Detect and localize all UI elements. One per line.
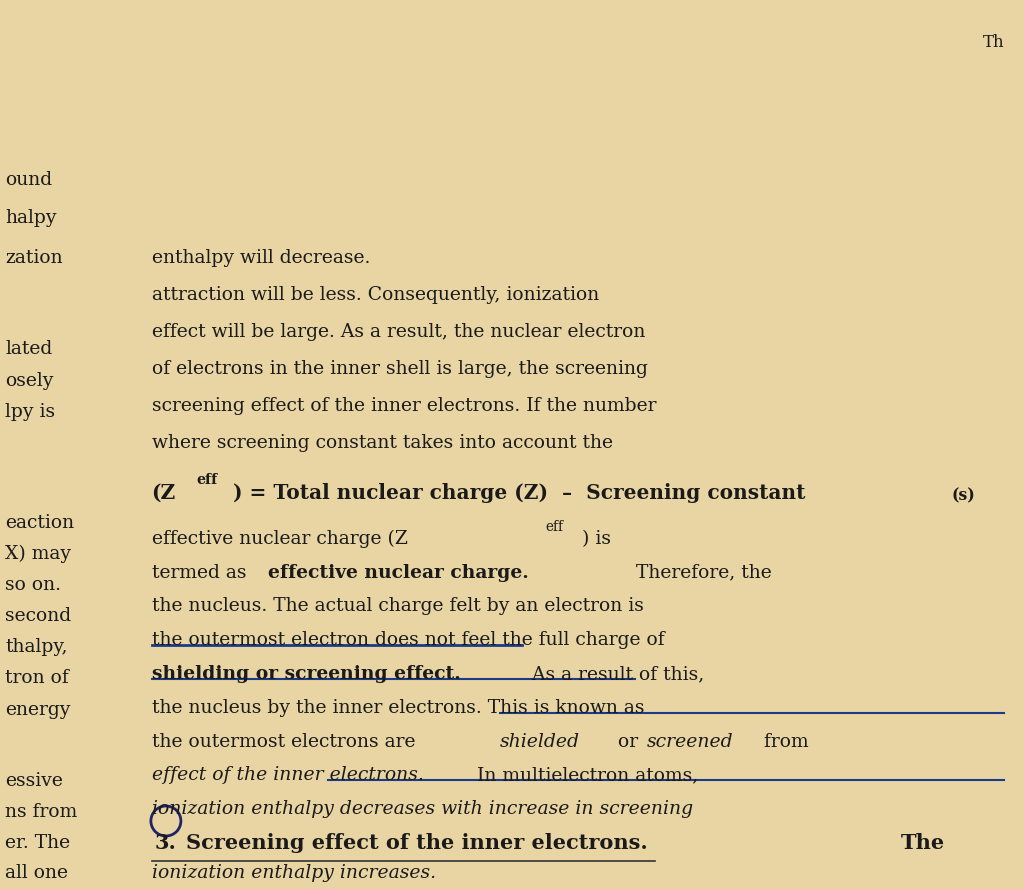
Text: so on.: so on. <box>5 576 61 594</box>
Text: the nucleus by the inner electrons. This is known as: the nucleus by the inner electrons. This… <box>152 699 644 717</box>
Text: termed as: termed as <box>152 564 252 581</box>
Text: Screening effect of the inner electrons.: Screening effect of the inner electrons. <box>186 833 648 853</box>
Text: As a result of this,: As a result of this, <box>526 665 705 683</box>
Text: or: or <box>612 733 644 750</box>
Text: 3.: 3. <box>155 833 176 853</box>
Text: second: second <box>5 607 72 625</box>
Text: (s): (s) <box>951 488 975 505</box>
Text: where screening constant takes into account the: where screening constant takes into acco… <box>152 434 612 452</box>
Text: thalpy,: thalpy, <box>5 638 68 656</box>
Text: tron of: tron of <box>5 669 69 687</box>
Text: zation: zation <box>5 249 62 267</box>
Text: ound: ound <box>5 171 52 188</box>
Text: Therefore, the: Therefore, the <box>630 564 771 581</box>
Text: eff: eff <box>546 520 564 533</box>
Text: X) may: X) may <box>5 545 71 564</box>
Text: The: The <box>901 833 945 853</box>
Text: screened: screened <box>647 733 734 750</box>
Text: ) = Total nuclear charge (Z)  –  Screening constant: ) = Total nuclear charge (Z) – Screening… <box>233 483 806 502</box>
Text: halpy: halpy <box>5 209 56 227</box>
Text: shielded: shielded <box>500 733 580 750</box>
Text: effective nuclear charge.: effective nuclear charge. <box>268 564 529 581</box>
Text: the outermost electron does not feel the full charge of: the outermost electron does not feel the… <box>152 631 665 649</box>
Text: (Z: (Z <box>152 483 176 502</box>
Text: ) is: ) is <box>582 530 610 548</box>
Text: screening effect of the inner electrons. If the number: screening effect of the inner electrons.… <box>152 396 656 415</box>
Text: ionization enthalpy increases.: ionization enthalpy increases. <box>152 864 435 882</box>
Text: ns from: ns from <box>5 803 78 821</box>
Text: lpy is: lpy is <box>5 403 55 420</box>
Text: energy: energy <box>5 701 71 718</box>
Text: essive: essive <box>5 772 63 789</box>
Text: all one: all one <box>5 864 69 882</box>
Text: lated: lated <box>5 340 52 358</box>
Text: attraction will be less. Consequently, ionization: attraction will be less. Consequently, i… <box>152 286 599 304</box>
Text: shielding or screening effect.: shielding or screening effect. <box>152 665 461 683</box>
Text: of electrons in the inner shell is large, the screening: of electrons in the inner shell is large… <box>152 360 647 378</box>
Text: eaction: eaction <box>5 514 75 532</box>
Text: effect will be large. As a result, the nuclear electron: effect will be large. As a result, the n… <box>152 323 645 340</box>
Text: In multielectron atoms,: In multielectron atoms, <box>471 766 698 784</box>
Text: ionization enthalpy decreases with increase in screening: ionization enthalpy decreases with incre… <box>152 800 692 818</box>
Text: effect of the inner electrons.: effect of the inner electrons. <box>152 766 424 784</box>
Text: effective nuclear charge (Z: effective nuclear charge (Z <box>152 530 408 549</box>
Text: er. The: er. The <box>5 834 71 852</box>
Text: the nucleus. The actual charge felt by an electron is: the nucleus. The actual charge felt by a… <box>152 597 643 615</box>
Text: the outermost electrons are: the outermost electrons are <box>152 733 421 750</box>
Text: from: from <box>758 733 808 750</box>
Text: eff: eff <box>197 473 218 486</box>
Text: osely: osely <box>5 372 53 389</box>
Text: enthalpy will decrease.: enthalpy will decrease. <box>152 249 370 267</box>
Text: Th: Th <box>983 34 1005 51</box>
